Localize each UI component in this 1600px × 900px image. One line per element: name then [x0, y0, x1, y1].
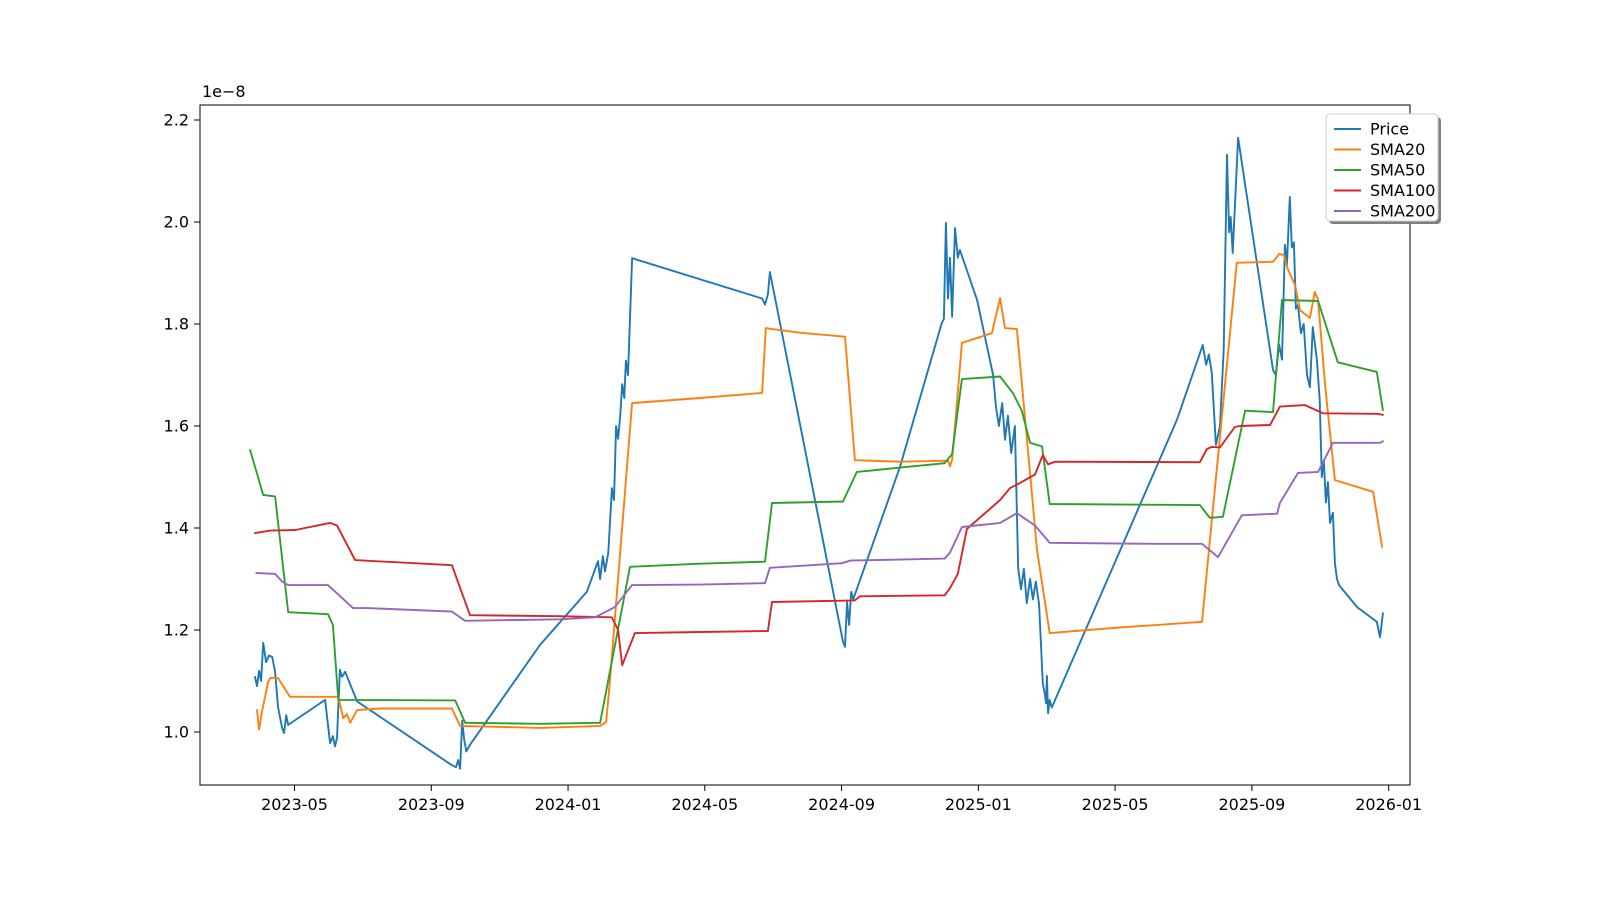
series-line-sma200: [255, 440, 1384, 622]
x-tick-label: 2024-09: [808, 795, 875, 814]
x-tick-label: 2025-01: [945, 795, 1012, 814]
x-tick-label: 2024-01: [535, 795, 602, 814]
y-axis-offset-text: 1e−8: [202, 82, 246, 101]
x-tick-label: 2024-05: [671, 795, 738, 814]
series-line-price: [254, 136, 1384, 770]
series-line-sma50: [249, 299, 1384, 725]
legend-label-sma20: SMA20: [1370, 140, 1425, 159]
legend-label-price: Price: [1370, 120, 1409, 139]
x-tick-label: 2026-01: [1355, 795, 1422, 814]
y-tick-label: 1.0: [164, 723, 189, 742]
x-tick-label: 2025-05: [1082, 795, 1149, 814]
y-tick-label: 1.4: [164, 519, 189, 538]
legend-label-sma200: SMA200: [1370, 202, 1435, 221]
x-tick-label: 2023-09: [398, 795, 465, 814]
y-tick-label: 1.2: [164, 621, 189, 640]
y-tick-label: 2.2: [164, 110, 189, 129]
x-tick-label: 2023-05: [261, 795, 328, 814]
series-line-sma20: [256, 253, 1384, 731]
legend-label-sma50: SMA50: [1370, 161, 1425, 180]
x-tick-label: 2025-09: [1218, 795, 1285, 814]
y-tick-label: 1.8: [164, 314, 189, 333]
plot-frame: [199, 104, 1411, 786]
legend-label-sma100: SMA100: [1370, 181, 1435, 200]
y-tick-label: 2.0: [164, 212, 189, 231]
y-tick-label: 1.6: [164, 417, 189, 436]
legend-box: [1325, 113, 1439, 222]
series-line-sma100: [254, 404, 1384, 667]
